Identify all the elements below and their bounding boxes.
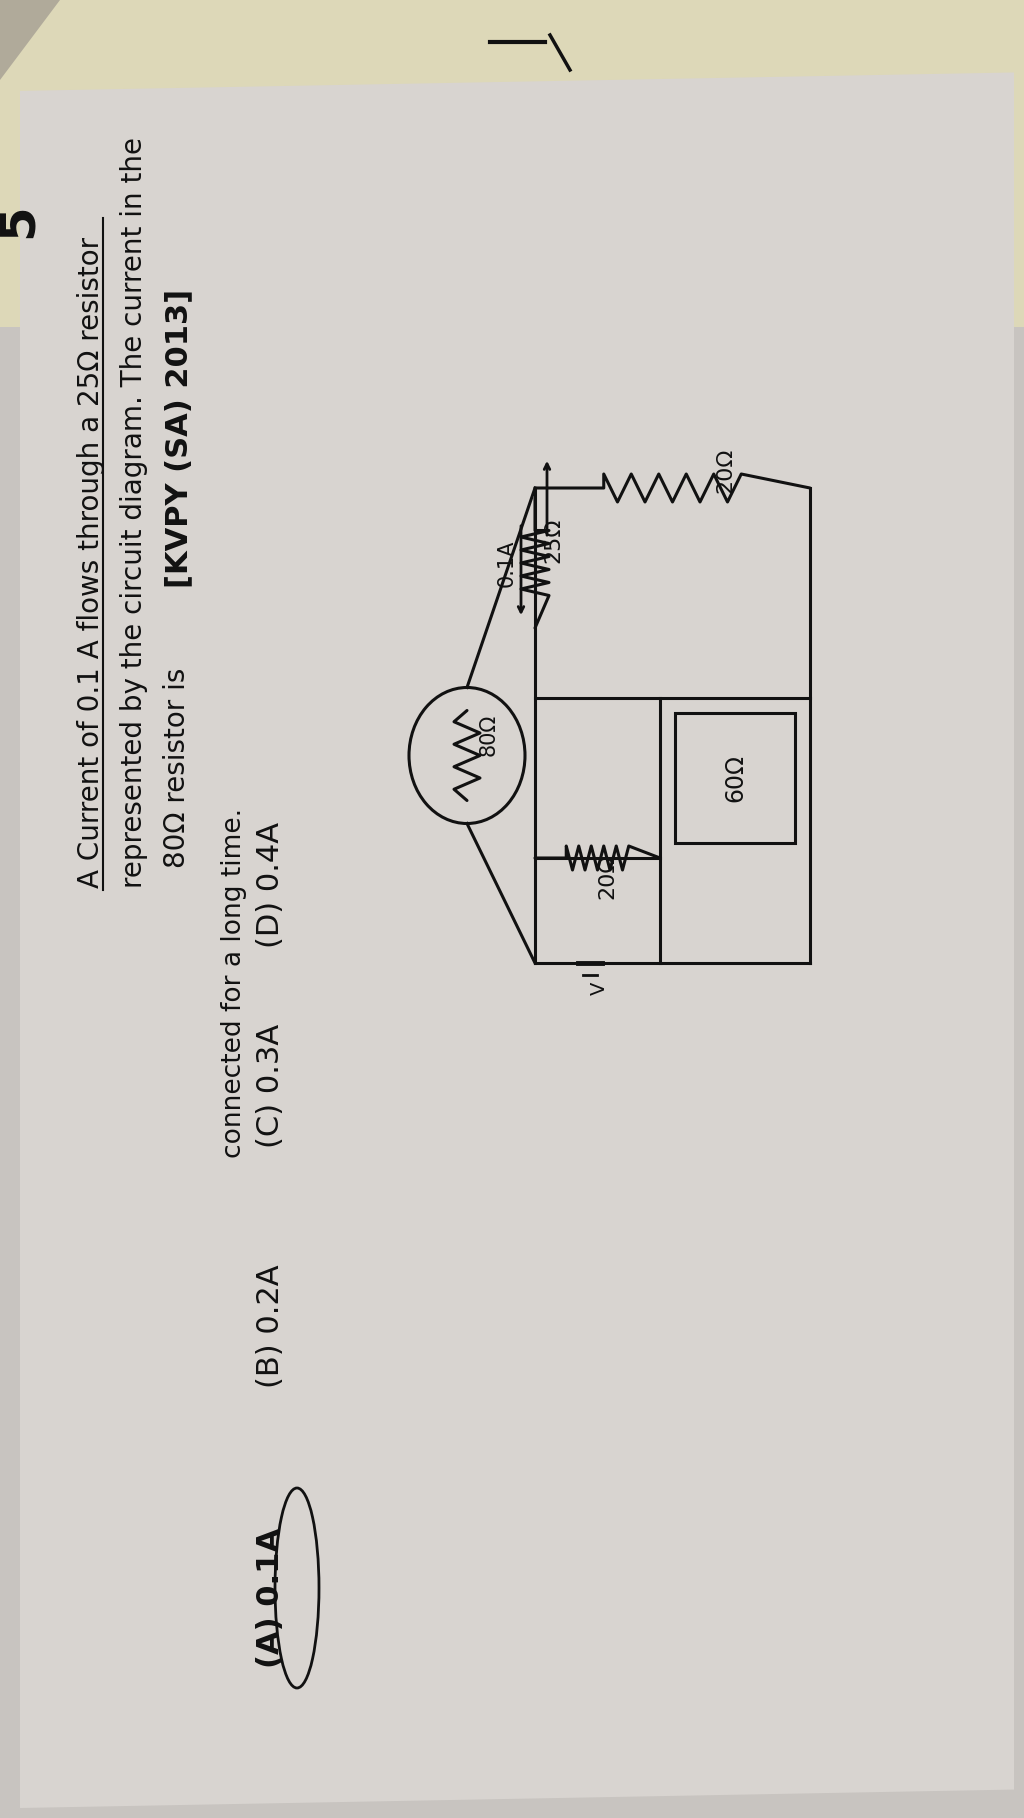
- Text: V: V: [590, 982, 609, 994]
- FancyBboxPatch shape: [0, 0, 1024, 327]
- Bar: [675, 713, 795, 844]
- Text: 20Ω: 20Ω: [597, 853, 617, 898]
- Text: connected for a long time.: connected for a long time.: [221, 807, 247, 1158]
- Text: A Current of 0.1 A flows through a 25Ω resistor: A Current of 0.1 A flows through a 25Ω r…: [77, 236, 105, 887]
- Text: [KVPY (SA) 2013]: [KVPY (SA) 2013]: [164, 289, 193, 587]
- Text: (A) 0.1A: (A) 0.1A: [256, 1527, 285, 1667]
- Text: (C) 0.3A: (C) 0.3A: [256, 1024, 285, 1147]
- Text: 5: 5: [0, 204, 42, 238]
- Text: 80Ω resistor is: 80Ω resistor is: [163, 667, 191, 867]
- Text: (B) 0.2A: (B) 0.2A: [256, 1264, 285, 1387]
- Text: 60Ω: 60Ω: [723, 754, 746, 802]
- Text: 20Ω: 20Ω: [715, 447, 735, 493]
- Polygon shape: [20, 73, 1014, 1807]
- Text: represented by the circuit diagram. The current in the: represented by the circuit diagram. The …: [120, 136, 148, 887]
- Text: 0.1A: 0.1A: [497, 540, 517, 587]
- Text: (D) 0.4A: (D) 0.4A: [256, 822, 285, 947]
- Text: 25Ω: 25Ω: [543, 518, 563, 564]
- Polygon shape: [0, 0, 60, 80]
- Text: 80Ω: 80Ω: [479, 713, 499, 756]
